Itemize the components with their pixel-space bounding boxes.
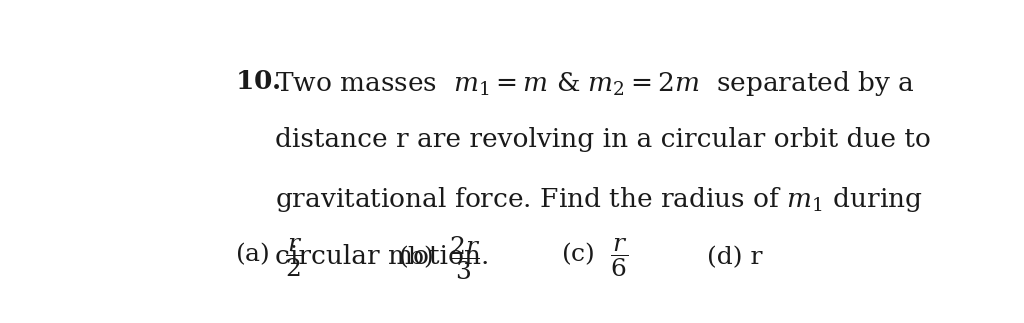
Text: (c)  $\dfrac{r}{6}$: (c) $\dfrac{r}{6}$ (560, 236, 628, 279)
Text: distance r are revolving in a circular orbit due to: distance r are revolving in a circular o… (274, 127, 931, 152)
Text: gravitational force. Find the radius of $m_1$ during: gravitational force. Find the radius of … (274, 185, 923, 214)
Text: (a)  $\dfrac{r}{2}$: (a) $\dfrac{r}{2}$ (236, 236, 303, 279)
Text: (b)  $\dfrac{2r}{3}$: (b) $\dfrac{2r}{3}$ (397, 234, 480, 282)
Text: $\mathbf{10.}$: $\mathbf{10.}$ (236, 68, 281, 94)
Text: circular motion.: circular motion. (274, 244, 489, 269)
Text: (d) r: (d) r (708, 246, 763, 269)
Text: Two masses  $m_1=m$ & $m_2=2m$  separated by a: Two masses $m_1=m$ & $m_2=2m$ separated … (274, 68, 914, 98)
